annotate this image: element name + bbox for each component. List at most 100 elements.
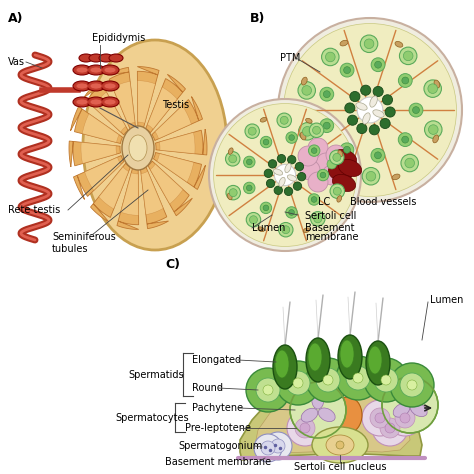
Ellipse shape (338, 150, 343, 157)
Ellipse shape (308, 343, 322, 371)
Ellipse shape (273, 169, 283, 175)
Text: LC: LC (318, 197, 330, 207)
Polygon shape (154, 153, 205, 190)
Ellipse shape (392, 174, 400, 180)
Circle shape (340, 143, 354, 157)
Circle shape (246, 159, 252, 165)
Circle shape (256, 378, 280, 402)
Circle shape (306, 358, 350, 402)
Polygon shape (255, 385, 410, 455)
Circle shape (407, 380, 417, 390)
Circle shape (249, 216, 257, 224)
Polygon shape (146, 74, 185, 133)
Polygon shape (141, 171, 163, 215)
Ellipse shape (76, 83, 88, 89)
Circle shape (366, 172, 376, 181)
Circle shape (245, 124, 259, 138)
Circle shape (279, 222, 293, 237)
Text: A): A) (8, 12, 24, 25)
Text: C): C) (165, 258, 180, 271)
Polygon shape (152, 97, 202, 140)
Ellipse shape (338, 159, 362, 176)
Circle shape (308, 172, 328, 192)
Ellipse shape (275, 350, 289, 378)
Ellipse shape (301, 77, 307, 85)
Ellipse shape (83, 40, 227, 250)
Circle shape (370, 408, 390, 428)
Ellipse shape (306, 338, 330, 382)
Ellipse shape (312, 427, 368, 463)
Ellipse shape (73, 81, 91, 91)
Polygon shape (150, 164, 183, 204)
Polygon shape (117, 168, 139, 229)
Circle shape (344, 67, 351, 73)
Circle shape (263, 385, 273, 395)
Circle shape (320, 119, 334, 133)
Circle shape (400, 413, 410, 423)
Circle shape (293, 182, 301, 190)
Ellipse shape (90, 83, 102, 89)
Circle shape (353, 373, 363, 383)
Circle shape (401, 155, 419, 172)
Circle shape (309, 194, 320, 205)
Circle shape (330, 184, 345, 199)
Circle shape (398, 133, 412, 146)
Circle shape (347, 115, 357, 125)
Polygon shape (108, 67, 136, 129)
Text: Pre-leptotene: Pre-leptotene (185, 423, 251, 433)
Circle shape (289, 135, 294, 140)
Polygon shape (155, 129, 207, 155)
Circle shape (246, 212, 261, 227)
Polygon shape (71, 107, 122, 144)
Ellipse shape (337, 196, 342, 202)
Polygon shape (240, 374, 422, 460)
Ellipse shape (87, 65, 105, 75)
Text: Spermatocytes: Spermatocytes (115, 413, 189, 423)
Ellipse shape (99, 54, 113, 62)
Circle shape (229, 155, 237, 163)
Polygon shape (69, 141, 120, 167)
Ellipse shape (129, 135, 147, 161)
Circle shape (345, 103, 355, 113)
Ellipse shape (332, 174, 356, 191)
Ellipse shape (340, 40, 348, 46)
Circle shape (402, 136, 409, 143)
Circle shape (286, 371, 310, 395)
Ellipse shape (404, 386, 416, 404)
Circle shape (380, 118, 390, 128)
Circle shape (333, 187, 341, 195)
Circle shape (264, 169, 273, 177)
Circle shape (387, 400, 423, 436)
Ellipse shape (433, 135, 438, 143)
Circle shape (374, 152, 382, 159)
Circle shape (374, 61, 382, 68)
Ellipse shape (366, 341, 390, 385)
Ellipse shape (228, 148, 233, 155)
Circle shape (320, 87, 334, 101)
Circle shape (428, 125, 438, 135)
Circle shape (244, 182, 255, 194)
Circle shape (326, 52, 335, 62)
Circle shape (311, 148, 317, 154)
Circle shape (371, 148, 385, 162)
Circle shape (424, 80, 441, 97)
Ellipse shape (73, 97, 91, 107)
Polygon shape (99, 167, 128, 209)
Polygon shape (137, 81, 155, 123)
Circle shape (312, 126, 320, 134)
Circle shape (380, 418, 400, 438)
Circle shape (402, 77, 409, 84)
Ellipse shape (285, 164, 291, 173)
Circle shape (278, 18, 462, 202)
Circle shape (375, 413, 385, 423)
Polygon shape (147, 87, 177, 129)
Circle shape (323, 91, 330, 98)
Circle shape (310, 123, 324, 137)
Polygon shape (157, 154, 194, 182)
Circle shape (362, 400, 398, 436)
Circle shape (400, 47, 417, 64)
Ellipse shape (410, 403, 427, 417)
Circle shape (320, 172, 326, 178)
Circle shape (317, 169, 328, 181)
Ellipse shape (260, 118, 267, 122)
